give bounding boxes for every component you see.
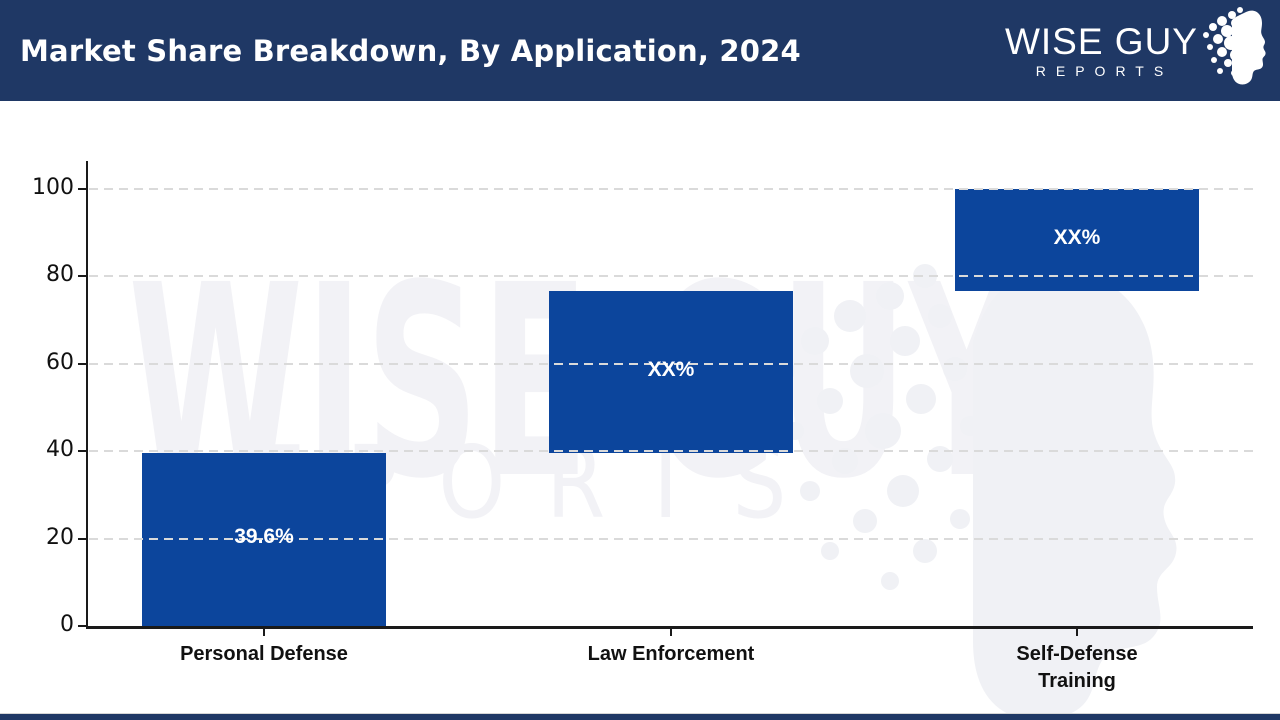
y-gridline xyxy=(89,187,1253,190)
y-tick-label: 80 xyxy=(46,262,74,287)
brand-wordmark: WISE GUY xyxy=(1004,20,1198,62)
x-category-label: Personal Defense xyxy=(180,643,348,665)
y-tick-mark xyxy=(78,187,86,190)
y-gridline xyxy=(89,537,1253,540)
brand-subtext: REPORTS xyxy=(1035,62,1174,79)
chart-plot-area: WISE GUY REPORTS 39.6% XX% XX% 0 20 40 60 80 100… xyxy=(0,101,1280,714)
chart-title: Market Share Breakdown, By Application, … xyxy=(20,33,801,68)
y-gridline xyxy=(89,450,1253,452)
y-tick-label: 100 xyxy=(32,174,74,200)
y-tick-label: 40 xyxy=(46,437,74,462)
x-tick-mark xyxy=(670,628,672,636)
waterfall-bar-segment xyxy=(549,291,793,453)
x-tick-mark xyxy=(1076,628,1078,636)
brand-face-icon xyxy=(1200,5,1266,97)
x-tick-mark xyxy=(263,628,265,636)
bar-value-label: XX% xyxy=(1053,225,1101,249)
y-tick-mark xyxy=(78,625,86,627)
y-tick-mark xyxy=(78,537,86,540)
footer-bar xyxy=(0,713,1280,720)
y-gridline xyxy=(89,362,1253,365)
bar-value-label: XX% xyxy=(647,358,695,382)
bar-value-label: 39.6% xyxy=(234,525,294,549)
brand-logo: WISE GUY REPORTS xyxy=(1005,5,1266,97)
y-axis-spine xyxy=(86,161,88,629)
y-tick-mark xyxy=(78,275,86,277)
x-axis-spine xyxy=(86,626,1253,629)
y-gridline xyxy=(89,275,1253,277)
header-bar: Market Share Breakdown, By Application, … xyxy=(0,0,1280,101)
y-tick-mark xyxy=(78,362,86,365)
brand-logo-text: WISE GUY REPORTS xyxy=(1005,23,1198,79)
y-tick-label: 60 xyxy=(46,349,74,375)
y-tick-mark xyxy=(78,450,86,452)
y-tick-label: 0 xyxy=(60,612,74,637)
x-category-label: Law Enforcement xyxy=(587,643,755,665)
x-category-label: Self-Defense Training xyxy=(1016,643,1138,692)
waterfall-bar-segment xyxy=(955,188,1199,292)
y-tick-label: 20 xyxy=(46,524,74,550)
